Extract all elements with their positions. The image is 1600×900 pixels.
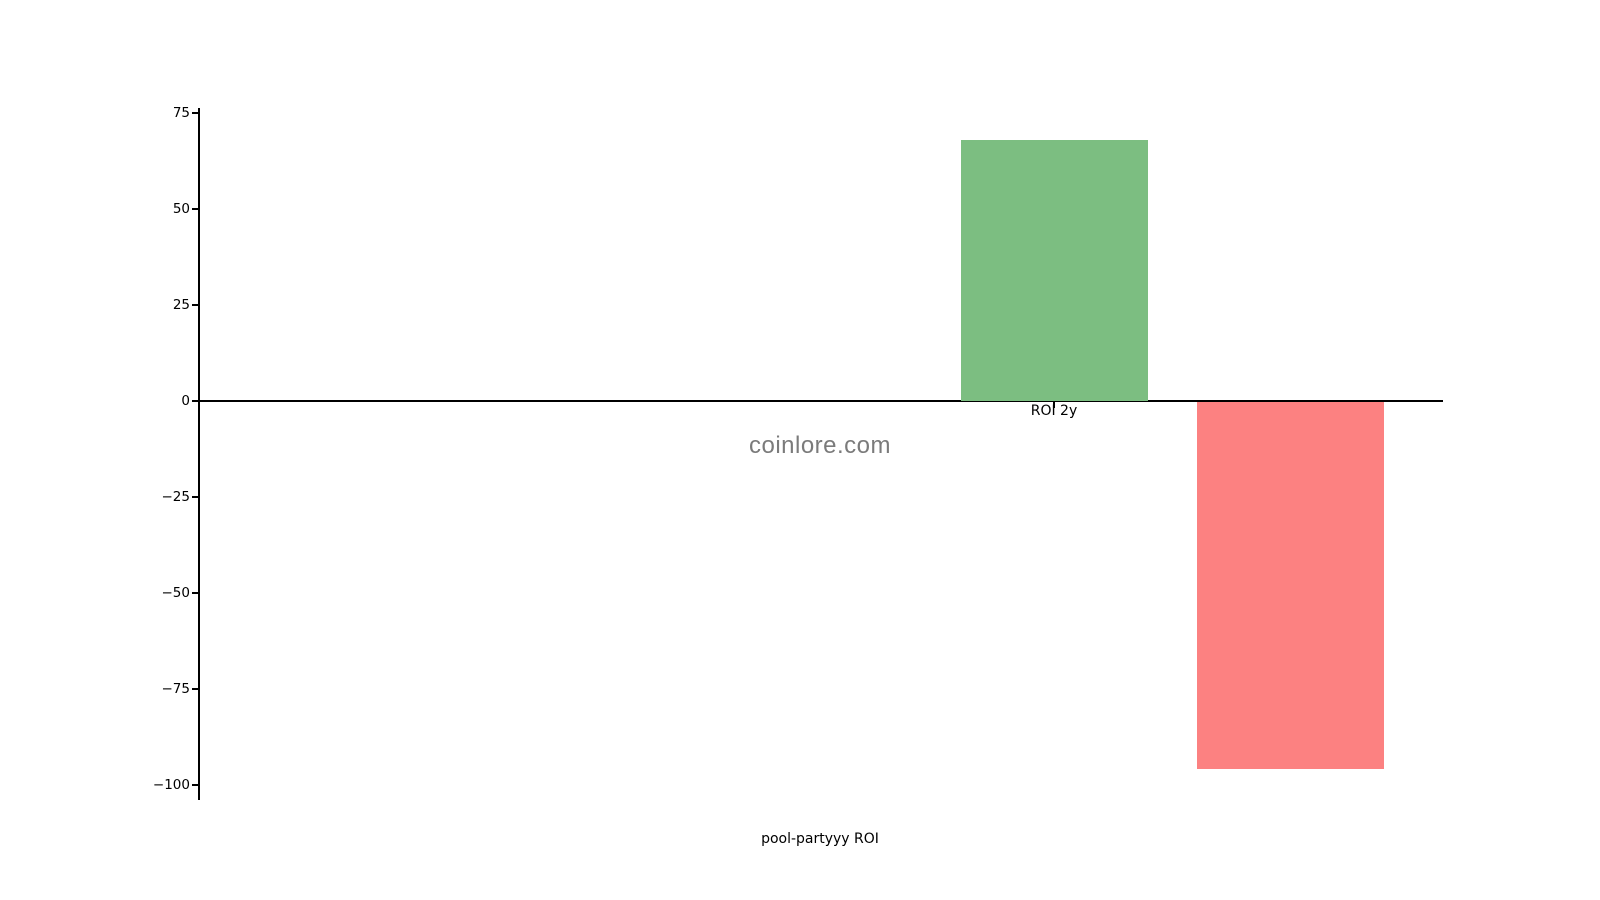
y-tick xyxy=(192,112,198,114)
y-tick xyxy=(192,208,198,210)
chart-x-axis-title: pool-partyyy ROI xyxy=(761,831,879,847)
bar-roi-2y xyxy=(960,139,1148,401)
y-tick xyxy=(192,400,198,402)
y-tick-label: −25 xyxy=(161,489,191,505)
bar-unlabeled xyxy=(1196,401,1384,769)
y-axis-line xyxy=(198,108,200,800)
x-tick-label: ROI 2y xyxy=(1030,402,1078,419)
y-tick xyxy=(192,688,198,690)
y-tick-label: 75 xyxy=(172,105,190,121)
y-tick-label: 50 xyxy=(172,201,190,217)
x-tick xyxy=(1053,401,1055,408)
y-tick xyxy=(192,496,198,498)
x-axis-zero-line xyxy=(197,400,1443,402)
y-tick-label: 0 xyxy=(181,393,190,409)
y-tick-label: 25 xyxy=(172,297,190,313)
y-tick xyxy=(192,784,198,786)
y-tick xyxy=(192,304,198,306)
y-tick-label: −50 xyxy=(161,585,191,601)
y-tick xyxy=(192,592,198,594)
y-tick-label: −100 xyxy=(152,777,190,793)
y-tick-label: −75 xyxy=(161,681,191,697)
watermark: coinlore.com xyxy=(748,432,892,459)
